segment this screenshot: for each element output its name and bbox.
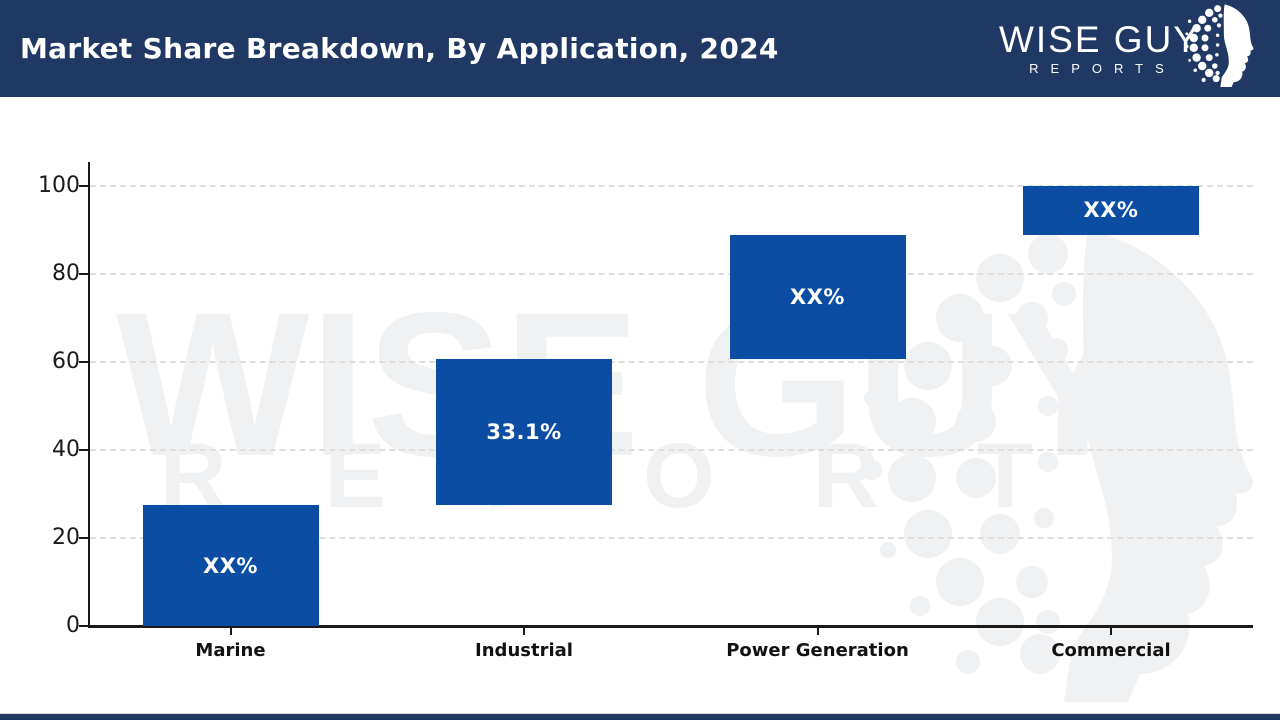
x-tick-mark: [523, 628, 525, 635]
bar-value-label: XX%: [203, 553, 258, 578]
brand-logo-line1: WISE GUY: [998, 19, 1200, 60]
y-tick-label: 60: [52, 349, 80, 374]
y-tick-label: 0: [66, 613, 80, 638]
gridline-y40: [90, 449, 1253, 451]
x-tick-label-industrial: Industrial: [475, 640, 573, 661]
gridline-y100: [90, 185, 1253, 187]
page-title: Market Share Breakdown, By Application, …: [20, 32, 779, 65]
y-tick-label: 40: [52, 437, 80, 462]
bar-power-generation: XX%: [729, 234, 906, 360]
brand-logo-head-icon: [1184, 3, 1254, 91]
y-axis-line: [88, 162, 90, 627]
y-tick-mark: [79, 185, 88, 187]
y-tick-mark: [79, 449, 88, 451]
y-tick-mark: [79, 361, 88, 363]
gridline-y60: [90, 361, 1253, 363]
brand-logo-line2: REPORTS: [1029, 61, 1176, 76]
bar-commercial: XX%: [1023, 186, 1199, 235]
x-tick-label-marine: Marine: [195, 640, 266, 661]
x-tick-label-commercial: Commercial: [1051, 640, 1171, 661]
bar-value-label: 33.1%: [486, 420, 562, 445]
x-tick-label-power-generation: Power Generation: [726, 640, 909, 661]
bar-marine: XX%: [142, 505, 319, 626]
gridline-y20: [90, 537, 1253, 539]
bar-value-label: XX%: [1083, 198, 1139, 223]
y-tick-mark: [79, 273, 88, 275]
y-tick-label: 80: [52, 261, 80, 286]
x-axis-line: [88, 625, 1253, 628]
bar-industrial: 33.1%: [436, 359, 612, 505]
y-tick-label: 100: [38, 173, 80, 198]
bar-value-label: XX%: [790, 285, 845, 310]
gridline-y80: [90, 273, 1253, 275]
header-bar: Market Share Breakdown, By Application, …: [0, 0, 1280, 97]
footer-bar: [0, 713, 1280, 720]
y-tick-mark: [79, 537, 88, 539]
x-tick-mark: [816, 628, 819, 635]
x-tick-mark: [229, 628, 232, 635]
y-tick-mark: [79, 625, 88, 627]
y-tick-label: 20: [52, 525, 80, 550]
x-tick-mark: [1110, 628, 1112, 635]
brand-logo: WISE GUY REPORTS: [999, 3, 1254, 91]
brand-logo-text: WISE GUY REPORTS: [999, 21, 1200, 76]
